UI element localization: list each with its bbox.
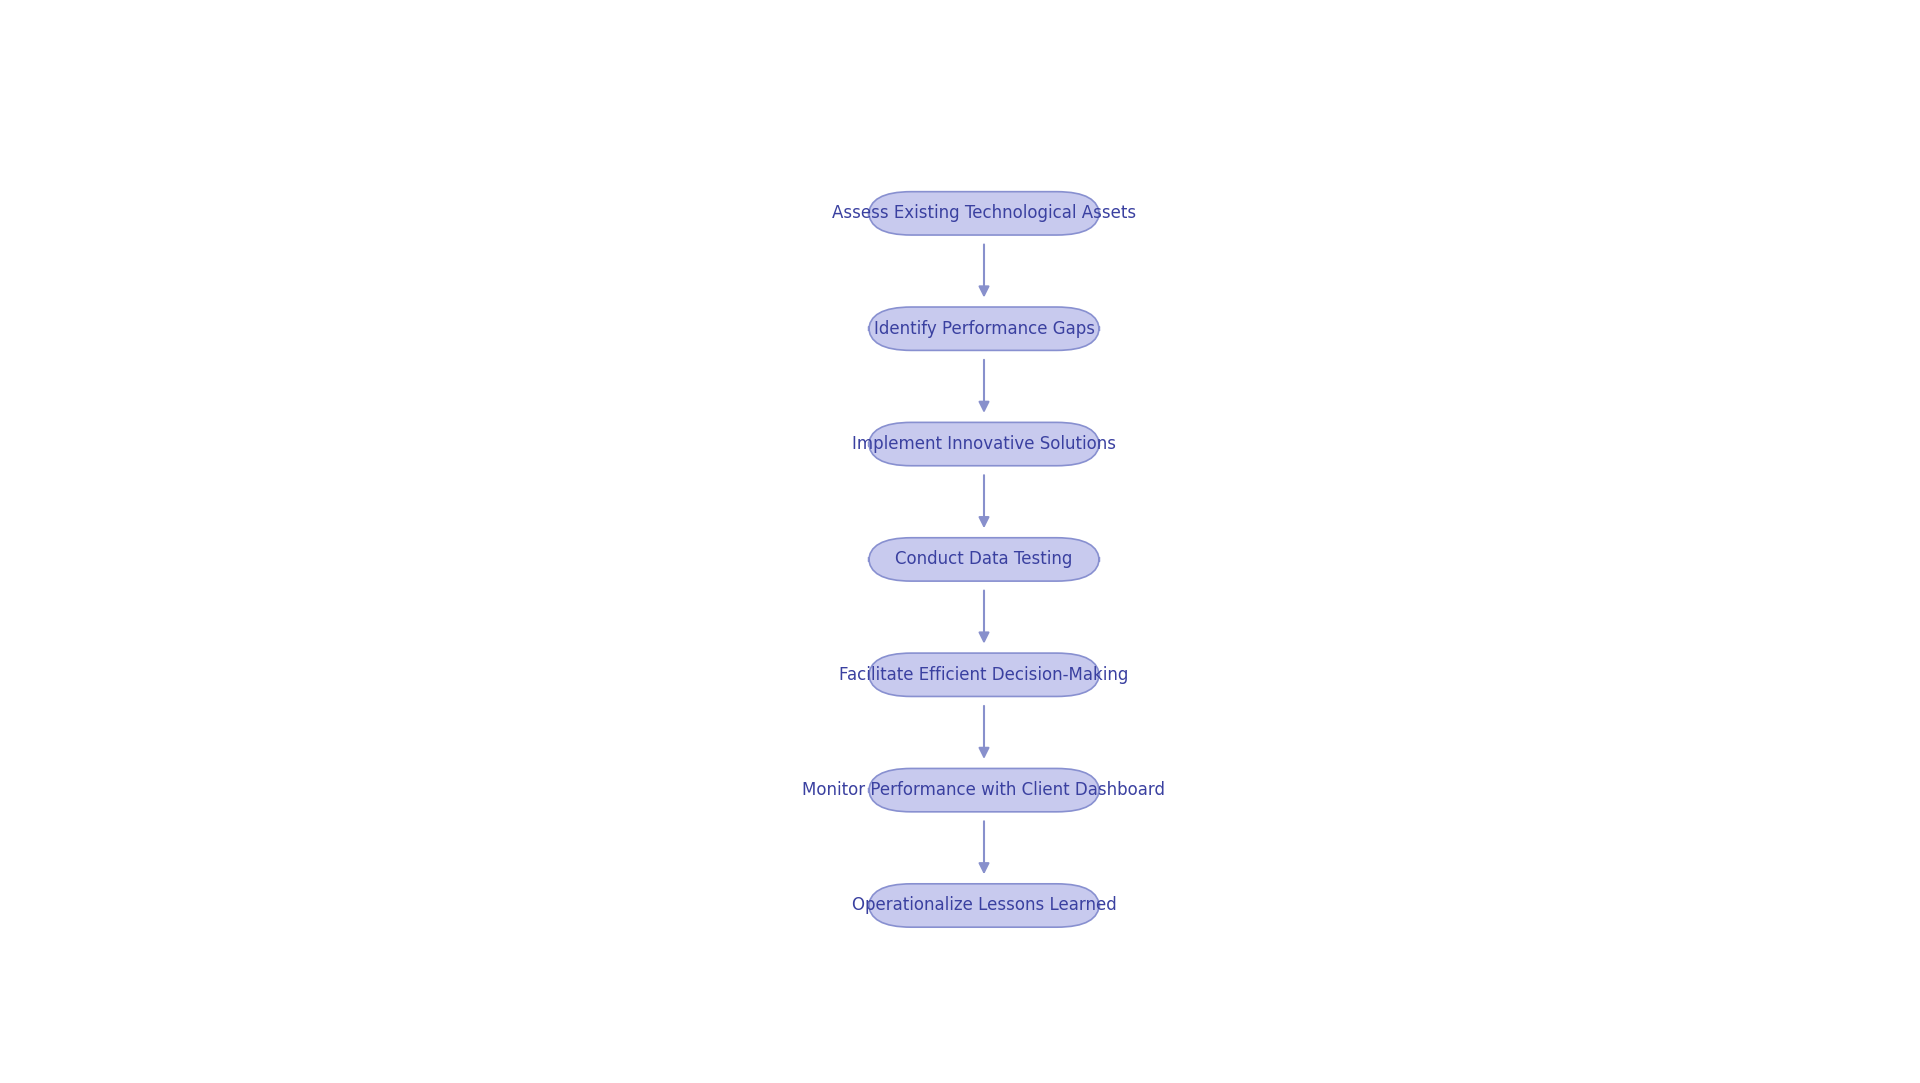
FancyBboxPatch shape [868,884,1100,927]
FancyBboxPatch shape [868,653,1100,696]
FancyBboxPatch shape [868,422,1100,466]
FancyBboxPatch shape [868,538,1100,582]
Text: Conduct Data Testing: Conduct Data Testing [895,550,1073,569]
Text: Facilitate Efficient Decision-Making: Facilitate Efficient Decision-Making [839,666,1129,683]
FancyBboxPatch shape [868,192,1100,235]
Text: Monitor Performance with Client Dashboard: Monitor Performance with Client Dashboar… [803,781,1165,799]
Text: Assess Existing Technological Assets: Assess Existing Technological Assets [831,205,1137,222]
FancyBboxPatch shape [868,769,1100,812]
Text: Operationalize Lessons Learned: Operationalize Lessons Learned [852,897,1116,914]
Text: Implement Innovative Solutions: Implement Innovative Solutions [852,435,1116,453]
Text: Identify Performance Gaps: Identify Performance Gaps [874,319,1094,338]
FancyBboxPatch shape [868,306,1100,351]
